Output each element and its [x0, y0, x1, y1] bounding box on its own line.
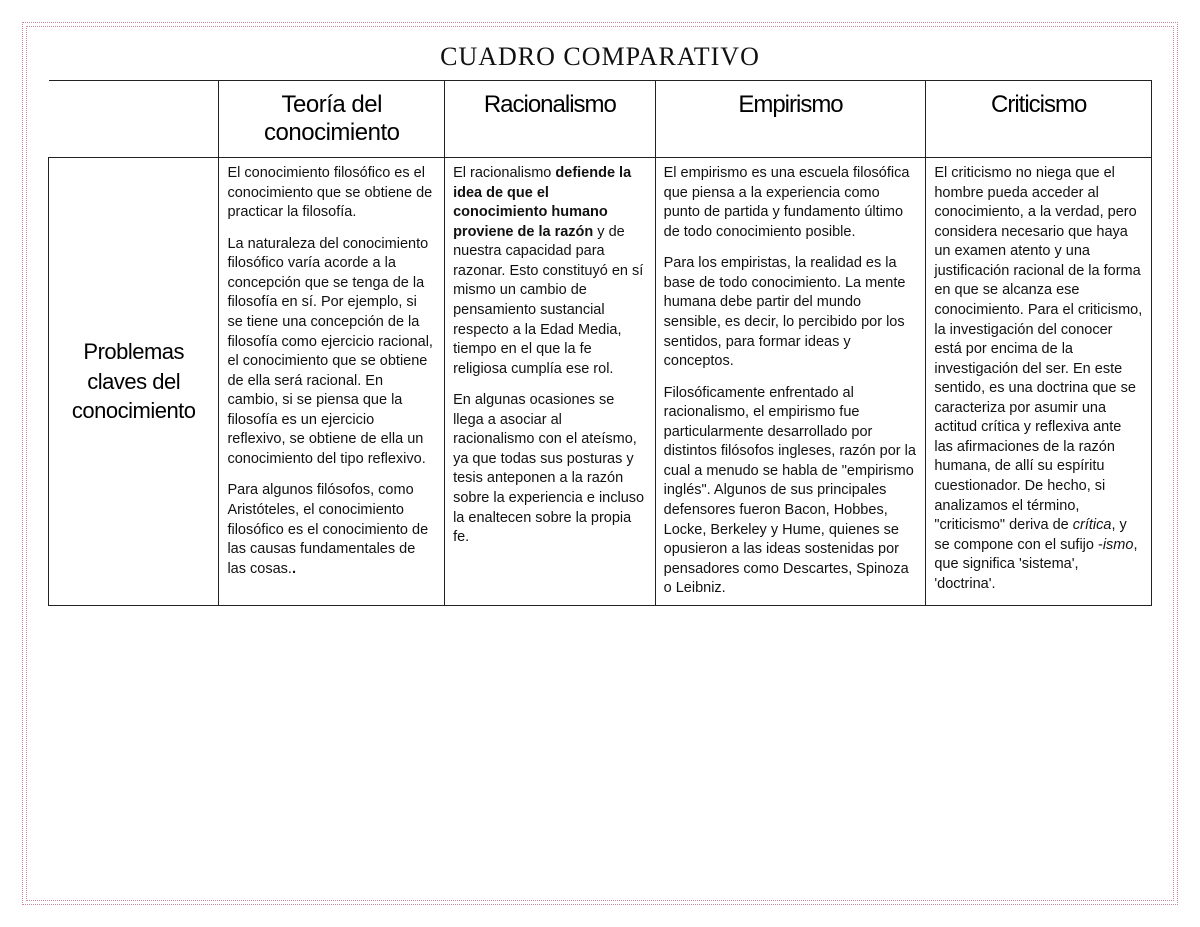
- italic-run: crítica: [1073, 517, 1112, 533]
- paragraph: El conocimiento filosófico es el conocim…: [227, 164, 436, 223]
- cell-teoria: El conocimiento filosófico es el conocim…: [219, 158, 445, 606]
- page-title: CUADRO COMPARATIVO: [48, 42, 1152, 72]
- text-run: y de nuestra capacidad para razonar. Est…: [453, 224, 643, 377]
- paragraph: Para los empiristas, la realidad es la b…: [664, 254, 918, 371]
- paragraph: El racionalismo defiende la idea de que …: [453, 164, 647, 379]
- paragraph: El empirismo es una escuela filosófica q…: [664, 164, 918, 242]
- paragraph: El criticismo no niega que el hombre pue…: [934, 164, 1143, 594]
- text-run: El criticismo no niega que el hombre pue…: [934, 165, 1142, 533]
- col-header-empirismo: Empirismo: [655, 81, 926, 158]
- row-header-problemas: Problemas claves del conocimiento: [49, 158, 219, 606]
- row-label-line: conocimiento: [72, 398, 196, 423]
- cell-racionalismo: El racionalismo defiende la idea de que …: [445, 158, 656, 606]
- table-header-row: Teoría del conocimiento Racionalismo Emp…: [49, 81, 1152, 158]
- text-run: El racionalismo: [453, 165, 555, 181]
- col-header-teoria: Teoría del conocimiento: [219, 81, 445, 158]
- row-label-line: Problemas: [83, 339, 184, 364]
- cell-criticismo: El criticismo no niega que el hombre pue…: [926, 158, 1152, 606]
- paragraph: La naturaleza del conocimiento filosófic…: [227, 235, 436, 470]
- paragraph: Para algunos filósofos, como Aristóteles…: [227, 481, 436, 579]
- cell-empirismo: El empirismo es una escuela filosófica q…: [655, 158, 926, 606]
- document-content: CUADRO COMPARATIVO Teoría del conocimien…: [48, 42, 1152, 885]
- table-row: Problemas claves del conocimiento El con…: [49, 158, 1152, 606]
- col-header-criticismo: Criticismo: [926, 81, 1152, 158]
- paragraph: En algunas ocasiones se llega a asociar …: [453, 391, 647, 548]
- col-header-racionalismo: Racionalismo: [445, 81, 656, 158]
- italic-run: ismo: [1103, 537, 1134, 553]
- paragraph: Filosóficamente enfrentado al racionalis…: [664, 384, 918, 599]
- table-corner-cell: [49, 81, 219, 158]
- row-label-line: claves del: [87, 369, 180, 394]
- comparison-table: Teoría del conocimiento Racionalismo Emp…: [48, 80, 1152, 606]
